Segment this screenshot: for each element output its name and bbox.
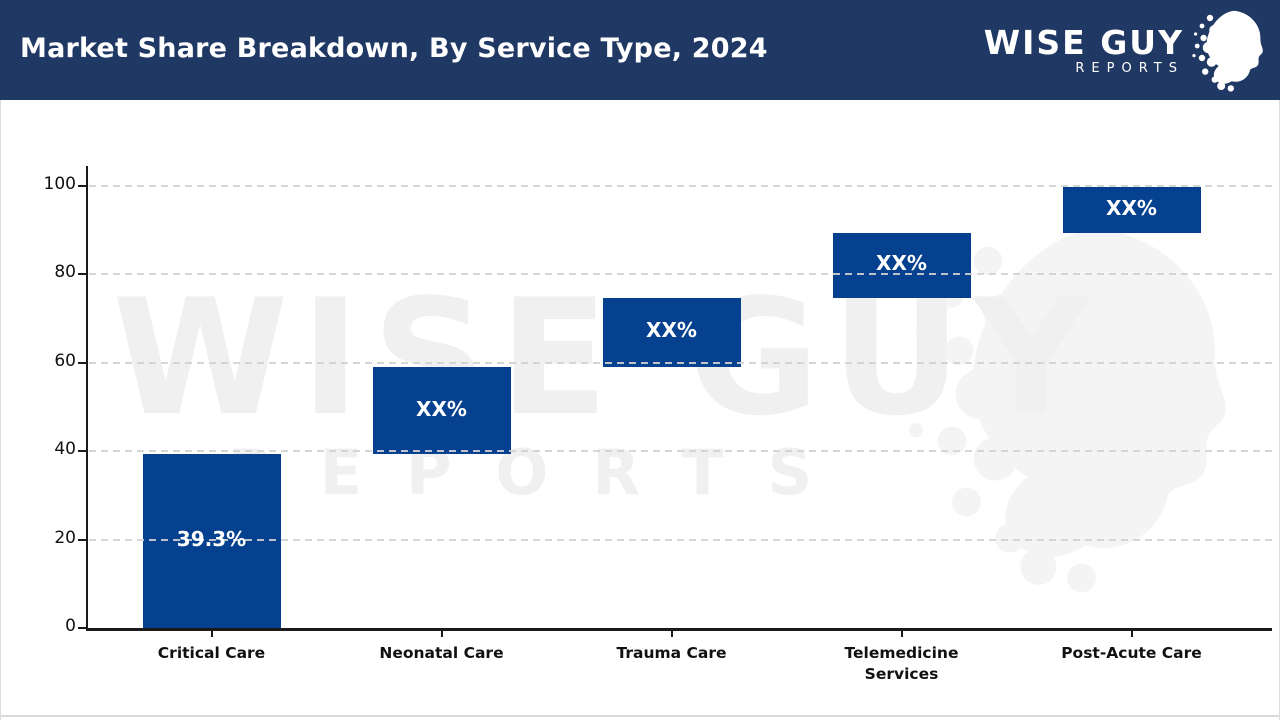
logo-wordmark: WISE GUY [983,22,1184,62]
waterfall-bar [372,366,511,455]
y-axis-tick-label: 60 [54,350,76,371]
x-axis-category-label: Telemedicine Services [844,644,959,683]
x-axis-category-label: Trauma Care [616,644,727,662]
waterfall-bar [602,297,741,367]
y-axis-tick-mark [78,184,87,187]
y-axis-tick-label: 0 [65,616,76,636]
y-axis-tick-mark [78,450,87,452]
bar-value-label: 39.3% [176,527,247,552]
y-axis-tick-label: 100 [43,173,76,194]
bar-value-label: XX% [1106,195,1157,220]
gridline [89,184,1272,187]
y-axis-tick-mark [78,538,87,541]
x-axis-tick-mark [670,631,673,637]
gridline [89,273,1272,275]
x-axis-category-label: Critical Care [157,644,266,662]
waterfall-bar [1062,186,1201,233]
x-axis-tick-mark [440,631,443,637]
y-axis-tick-mark [78,627,87,629]
x-axis-category-label: Post-Acute Care [1061,644,1202,662]
x-axis-tick-mark [1130,631,1133,637]
bar-value-label: XX% [416,396,467,421]
chart-title: Market Share Breakdown, By Service Type,… [20,33,768,64]
y-axis-tick-mark [78,273,87,275]
logo-reports-text: REPORTS [1075,60,1184,76]
y-axis-tick-mark [78,361,87,364]
x-axis-tick-mark [900,631,903,637]
footer-divider [0,715,1280,717]
gridline [89,361,1272,364]
gridline [89,450,1272,452]
y-axis-tick-label: 20 [54,527,76,548]
wiseguy-head-icon [1192,10,1263,92]
wiseguy-logo: WISE GUY REPORTS [984,6,1266,94]
x-axis-tick-mark [210,631,213,637]
y-axis-tick-label: 80 [54,262,76,282]
gridline [89,538,1272,541]
bar-value-label: XX% [876,251,927,276]
x-axis-line [86,628,1272,631]
y-axis-line [86,166,88,631]
bar-value-label: XX% [646,318,697,343]
y-axis-tick-label: 40 [54,439,76,459]
x-axis-category-label: Neonatal Care [379,644,504,662]
header: Market Share Breakdown, By Service Type,… [0,0,1280,100]
waterfall-bar [142,454,281,628]
